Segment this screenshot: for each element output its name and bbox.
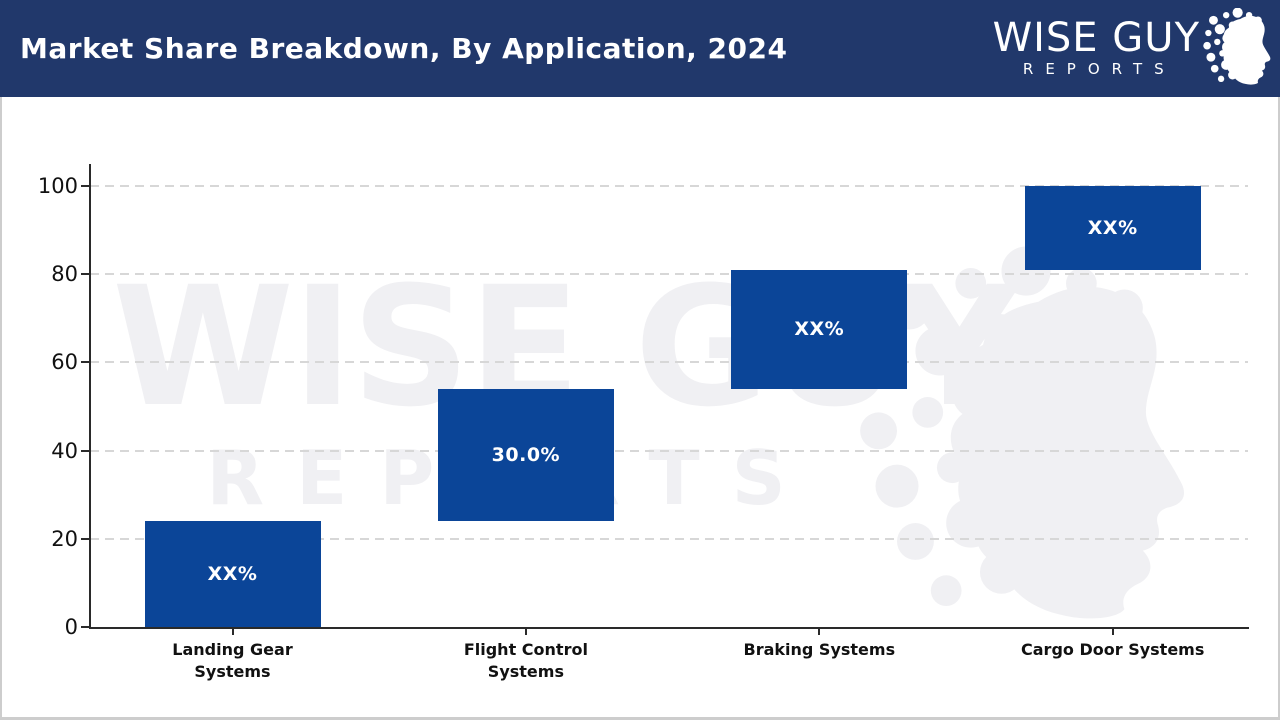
logo-wordmark-line1: WISE GUY <box>992 14 1200 61</box>
bar-value-label: XX% <box>1087 216 1138 239</box>
x-axis-category-label-line: Landing Gear <box>172 640 293 659</box>
watermark-face-icon <box>860 246 1185 619</box>
gridline-20 <box>90 537 1248 540</box>
x-axis-category-label-line: Braking Systems <box>743 640 896 659</box>
y-axis-tick-0 <box>81 626 89 628</box>
wise-guy-logo: WISE GUY REPORTS <box>993 8 1272 86</box>
x-axis-tick <box>818 629 821 635</box>
y-axis-tick-label: 60 <box>51 350 78 375</box>
bar-value-label: XX% <box>207 563 258 586</box>
page-title: Market Share Breakdown, By Application, … <box>20 32 788 65</box>
y-axis-tick-label: 100 <box>37 174 78 198</box>
x-axis-category-label-braking-systems: Braking Systems <box>669 639 969 661</box>
x-axis-category-label-line: Systems <box>487 662 564 681</box>
x-axis-category-label-line: Flight Control <box>463 640 588 659</box>
x-axis-line <box>89 627 1249 629</box>
gridline-100 <box>90 185 1248 187</box>
y-axis-tick-label: 20 <box>51 526 78 551</box>
bar-cargo-door-systems: XX% <box>1024 186 1201 270</box>
y-axis-tick-label: 0 <box>64 615 78 639</box>
plot-area: 0 20 40 60 80 100 XX% Landing Gear Systems 30.0% F… <box>2 97 1278 717</box>
x-axis-category-label-line: Systems <box>194 662 271 681</box>
gridline-60 <box>90 361 1248 364</box>
logo-wordmark-line2: REPORTS <box>1022 59 1176 78</box>
logo-face-icon <box>1203 8 1271 85</box>
x-axis-tick <box>524 629 527 635</box>
x-axis-category-label-landing-gear-systems: Landing Gear Systems <box>83 639 383 683</box>
x-axis-category-label-flight-control-systems: Flight Control Systems <box>376 639 676 683</box>
bar-flight-control-systems: 30.0% <box>437 388 614 522</box>
gridline-40 <box>90 449 1248 452</box>
y-axis-tick-label: 80 <box>51 262 78 287</box>
y-axis-tick-100 <box>81 185 89 187</box>
y-axis-tick-label: 40 <box>51 438 78 463</box>
gridline-80 <box>90 273 1248 276</box>
bar-value-label: XX% <box>794 318 845 341</box>
y-axis-tick-20 <box>81 537 89 540</box>
x-axis-category-label-line: Cargo Door Systems <box>1021 640 1205 659</box>
y-axis-tick-60 <box>81 361 89 364</box>
x-axis-category-label-cargo-door-systems: Cargo Door Systems <box>963 639 1263 661</box>
chart-region: WISE GUY REPORTS 020406080100XX%Landing … <box>0 97 1280 720</box>
bar-landing-gear-systems: XX% <box>144 521 321 627</box>
logo-wordmark: WISE GUY REPORTS <box>993 18 1200 77</box>
bar-braking-systems: XX% <box>731 269 908 389</box>
bar-value-label: 30.0% <box>491 444 561 466</box>
y-axis-line <box>89 164 91 629</box>
y-axis-tick-80 <box>81 273 89 276</box>
y-axis-tick-40 <box>81 449 89 452</box>
x-axis-tick <box>231 629 234 635</box>
header: Market Share Breakdown, By Application, … <box>0 0 1280 97</box>
x-axis-tick <box>1111 629 1114 635</box>
